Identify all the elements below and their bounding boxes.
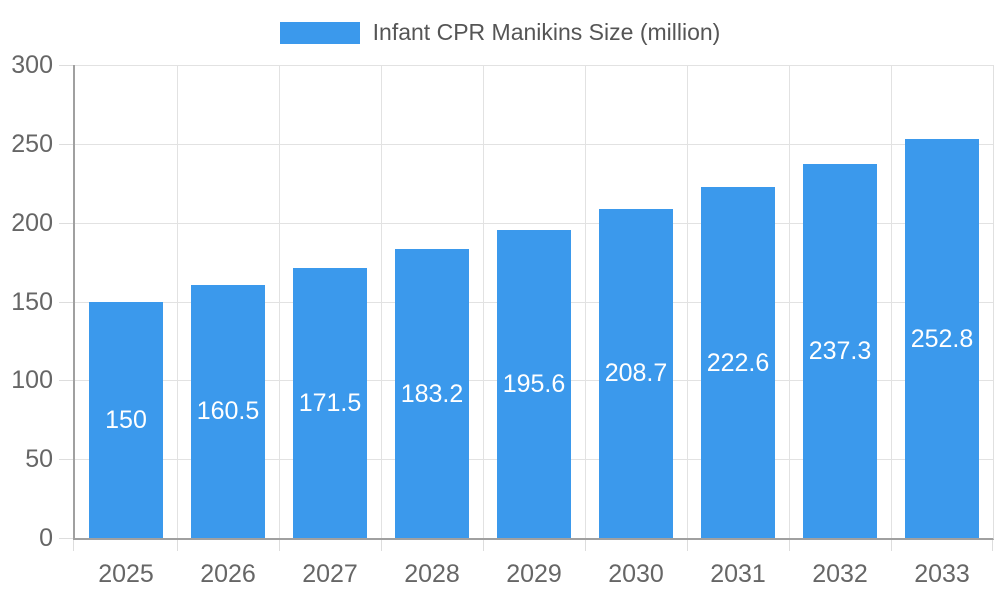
y-axis-label: 50	[25, 445, 53, 474]
x-axis-tick	[483, 540, 484, 551]
x-axis-label: 2025	[98, 560, 154, 588]
bar-value-label: 150	[105, 405, 147, 434]
plot-area: 0 50 100 150 200 250 300 150 2025 160.5 2026 171.5 2…	[11, 51, 994, 588]
y-axis-tick	[59, 301, 73, 303]
x-axis-label: 2026	[200, 560, 256, 588]
bar: 183.2	[395, 249, 469, 538]
bar-value-label: 252.8	[910, 324, 974, 353]
bar-value-label: 171.5	[298, 388, 362, 417]
bar: 160.5	[191, 284, 265, 538]
bar-value-label: 222.6	[706, 348, 770, 377]
gridline-vertical	[789, 65, 790, 538]
gridline-horizontal	[75, 65, 993, 66]
x-axis-tick	[687, 540, 688, 551]
x-axis-tick	[585, 540, 586, 551]
x-axis-label: 2032	[812, 560, 868, 588]
bar-value-label: 208.7	[604, 359, 668, 388]
y-axis-label: 0	[39, 524, 53, 552]
y-axis-tick	[59, 65, 73, 66]
gridline-horizontal	[75, 222, 993, 224]
x-axis-tick	[992, 540, 993, 551]
legend-item[interactable]: Infant CPR Manikins Size (million)	[279, 19, 721, 45]
y-axis-tick	[59, 459, 73, 461]
bar: 171.5	[293, 267, 367, 538]
y-axis-tick	[59, 222, 73, 224]
legend-marker	[279, 21, 360, 44]
legend: Infant CPR Manikins Size (million)	[0, 21, 1000, 44]
gridline-vertical	[687, 65, 688, 538]
x-axis-label: 2029	[506, 560, 562, 588]
x-axis-label: 2033	[914, 560, 970, 588]
gridline-vertical	[483, 65, 484, 538]
x-axis-tick	[381, 540, 382, 551]
y-axis-tick	[59, 538, 73, 539]
gridline-vertical	[585, 65, 586, 538]
x-axis-tick	[789, 540, 790, 551]
legend-label: Infant CPR Manikins Size (million)	[372, 19, 721, 45]
gridline-vertical	[279, 65, 280, 538]
gridline-vertical	[177, 65, 178, 538]
x-axis-label: 2031	[710, 560, 766, 588]
bar-value-label: 195.6	[502, 369, 566, 398]
bar: 150	[89, 301, 163, 538]
y-axis-label: 150	[11, 287, 53, 316]
gridline-vertical	[381, 65, 382, 538]
x-axis-tick	[73, 540, 74, 551]
bar: 252.8	[905, 139, 979, 538]
y-axis-tick	[59, 143, 73, 145]
y-axis-tick	[59, 380, 73, 382]
x-axis-label: 2027	[302, 560, 358, 588]
x-axis-tick	[891, 540, 892, 551]
bar: 208.7	[599, 208, 673, 538]
x-axis-label: 2028	[404, 560, 460, 588]
y-axis-label: 100	[11, 366, 53, 395]
bar: 195.6	[497, 229, 571, 538]
bar-value-label: 237.3	[808, 336, 872, 365]
y-axis-label: 200	[11, 208, 53, 237]
y-axis-label: 250	[11, 129, 53, 158]
bar: 222.6	[701, 187, 775, 538]
bar: 237.3	[803, 163, 877, 538]
x-axis-label: 2030	[608, 560, 664, 588]
x-axis-tick	[279, 540, 280, 551]
x-axis-tick	[177, 540, 178, 551]
bar-value-label: 160.5	[196, 397, 260, 426]
y-axis-label: 300	[11, 51, 53, 79]
bar-value-label: 183.2	[400, 379, 464, 408]
gridline-horizontal	[75, 143, 993, 145]
gridline-vertical	[891, 65, 892, 538]
